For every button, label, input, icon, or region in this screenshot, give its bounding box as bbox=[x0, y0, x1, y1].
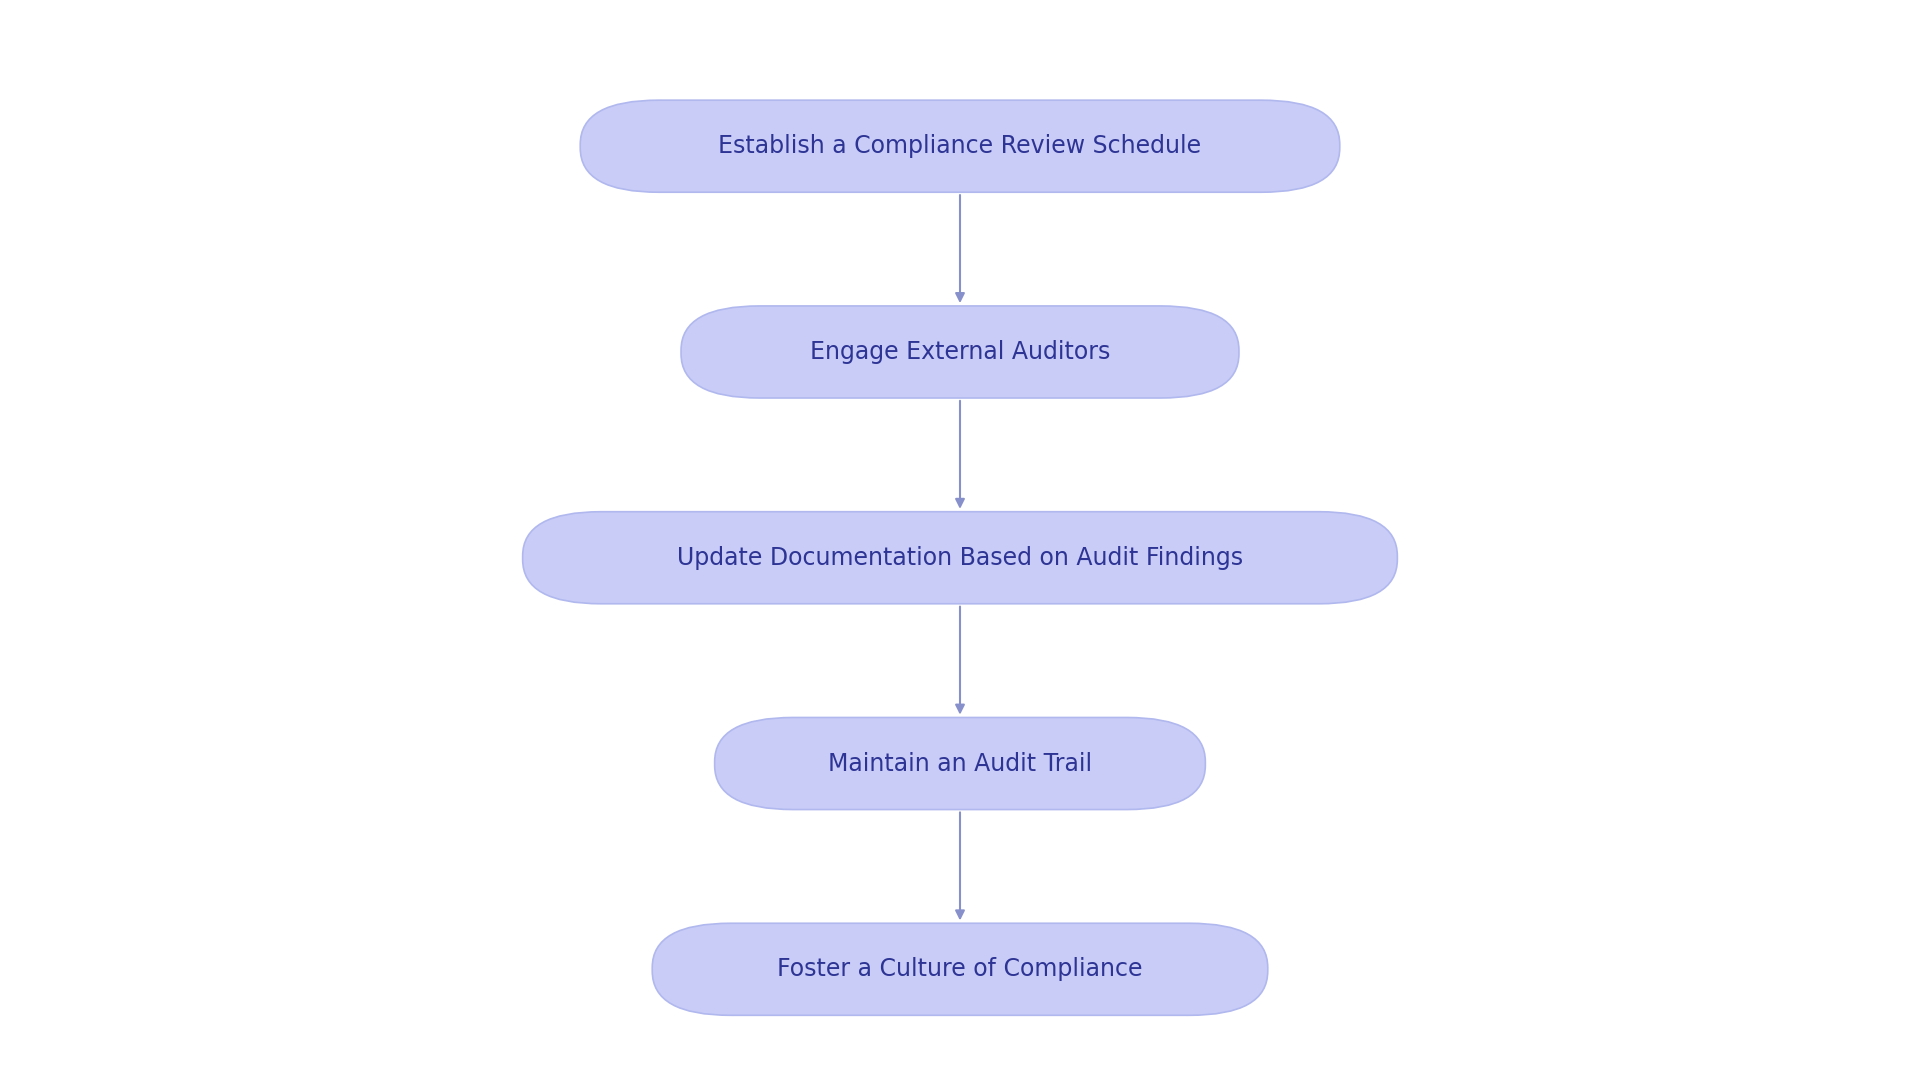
Text: Maintain an Audit Trail: Maintain an Audit Trail bbox=[828, 752, 1092, 775]
Text: Establish a Compliance Review Schedule: Establish a Compliance Review Schedule bbox=[718, 134, 1202, 158]
Text: Foster a Culture of Compliance: Foster a Culture of Compliance bbox=[778, 957, 1142, 981]
FancyBboxPatch shape bbox=[682, 305, 1238, 397]
Text: Engage External Auditors: Engage External Auditors bbox=[810, 340, 1110, 364]
Text: Update Documentation Based on Audit Findings: Update Documentation Based on Audit Find… bbox=[678, 546, 1242, 570]
FancyBboxPatch shape bbox=[714, 717, 1206, 810]
FancyBboxPatch shape bbox=[653, 923, 1267, 1016]
FancyBboxPatch shape bbox=[522, 512, 1398, 604]
FancyBboxPatch shape bbox=[580, 101, 1340, 193]
